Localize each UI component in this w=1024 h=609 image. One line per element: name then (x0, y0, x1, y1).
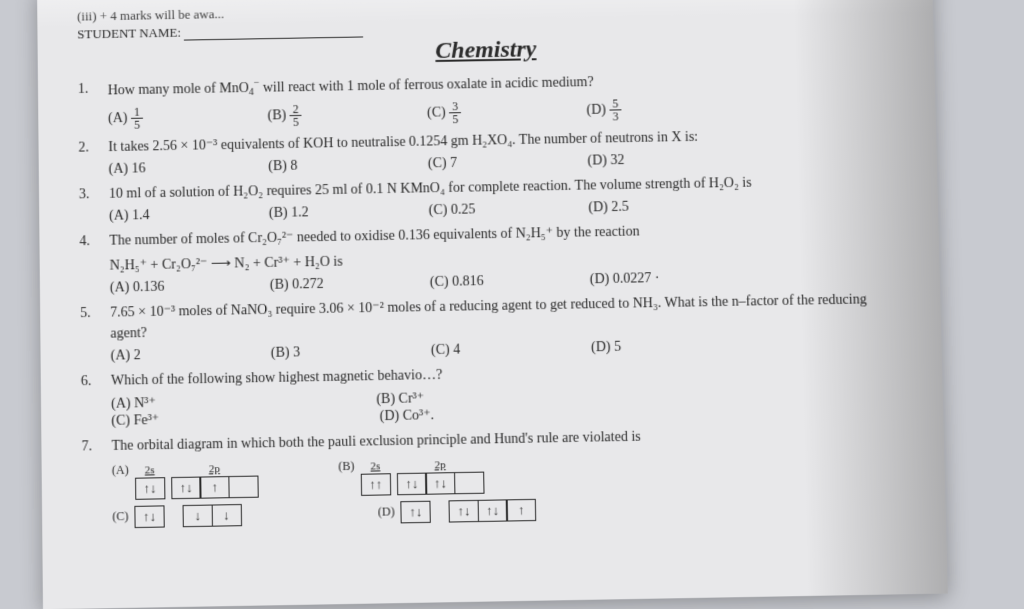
q7-labelA: (A) (112, 463, 129, 478)
q2-optB: (B) 8 (268, 158, 368, 176)
orbital-box: ↑↓ (397, 473, 427, 496)
orbital-box: ↑↓ (425, 473, 455, 496)
q7-text: The orbital diagram in which both the pa… (112, 430, 641, 454)
exam-page: (iii) + 4 marks will be awa... STUDENT N… (37, 0, 948, 609)
q7-orbitals-row1: (A) 2s ↑↓ 2p ↑↓ ↑ (B) 2s ↑↑ 2p (112, 450, 905, 501)
q5-text: 7.65 × 10⁻³ moles of NaNO₃ require 3.06 … (110, 293, 867, 342)
q7-A-2s: 2s ↑↓ (135, 465, 166, 501)
q7-optC: (C) ↑↓ ↓ ↓ (112, 504, 241, 528)
q6-optD: (D) Co³⁺. (380, 408, 435, 426)
q3-optC: (C) 0.25 (429, 202, 529, 220)
orbital-box: ↑↓ (477, 500, 507, 523)
q7-num: 7. (81, 436, 106, 458)
q1-optD: (D) 53 (586, 97, 686, 124)
q7-B-2p: 2p ↑↓ ↑↓ (396, 459, 484, 496)
q3-optA: (A) 1.4 (109, 208, 209, 226)
q7-B-2s: 2s ↑↑ (360, 461, 391, 497)
orbital-box: ↓ (211, 504, 241, 527)
orbital-box: ↑↑ (360, 474, 390, 497)
q4-num: 4. (79, 231, 104, 252)
q1-optA-d: 5 (131, 119, 143, 131)
q1-optB-lbl: (B) (267, 108, 286, 123)
orbital-2p-label: 2p (209, 464, 220, 476)
q4-optB: (B) 0.272 (270, 277, 370, 295)
q7-optA: (A) 2s ↑↓ 2p ↑↓ ↑ (112, 461, 259, 501)
q1-optD-d: 3 (609, 111, 621, 123)
q6-optA: (A) N³⁺ (111, 395, 156, 413)
q1-optA: (A) 15 (108, 105, 208, 132)
q2-optD: (D) 32 (587, 152, 687, 170)
orbital-box: ↑ (199, 477, 229, 500)
q1-num: 1. (78, 79, 103, 100)
orbital-box: ↑↓ (134, 506, 164, 529)
q7-labelD: (D) (378, 505, 395, 520)
q1-optB: (B) 25 (267, 102, 367, 129)
q6-optC: (C) Fe³⁺ (111, 412, 159, 430)
orbital-box: ↑↓ (449, 500, 479, 523)
q1-optC-d: 5 (449, 114, 461, 126)
q4-optA: (A) 0.136 (110, 279, 210, 297)
q1-optA-lbl: (A) (108, 111, 128, 126)
q1-text-a: How many mole of MnO (108, 81, 249, 98)
q5-optA: (A) 2 (111, 347, 211, 365)
q1-optB-d: 5 (290, 116, 302, 128)
q1-text-b: will react with 1 mole of ferrous oxalat… (263, 75, 594, 96)
q7-labelB: (B) (338, 459, 354, 474)
q1-optC-lbl: (C) (427, 106, 446, 121)
q7-optB: (B) 2s ↑↑ 2p ↑↓ ↑↓ (338, 457, 484, 497)
q7-A-2p: 2p ↑↓ ↑ (171, 463, 259, 500)
q4-optD: (D) 0.0227 · (590, 271, 690, 289)
orbital-box (454, 472, 484, 495)
q7-optD: (D) ↑↓ ↑↓ ↑↓ ↑ (378, 499, 537, 524)
orbital-box: ↓ (183, 505, 213, 528)
q1-sup: − (254, 78, 260, 89)
name-label: STUDENT NAME: (77, 25, 181, 42)
q5-optC: (C) 4 (431, 342, 531, 360)
q5-optD: (D) 5 (591, 339, 691, 357)
orbital-box: ↑ (506, 499, 537, 522)
q1-sub: 4 (249, 87, 254, 98)
q2-optC: (C) 7 (428, 155, 528, 173)
q6-num: 6. (81, 371, 106, 392)
q3-num: 3. (79, 184, 104, 205)
q3-optD: (D) 2.5 (588, 199, 688, 217)
q2-text: It takes 2.56 × 10⁻³ equivalents of KOH … (108, 130, 698, 155)
orbital-2s-label: 2s (370, 461, 380, 473)
q1-optD-lbl: (D) (586, 103, 606, 118)
q4-text: The number of moles of Cr₂O₇²⁻ needed to… (109, 225, 639, 249)
q2-num: 2. (78, 138, 103, 159)
q2-optA: (A) 16 (109, 161, 209, 179)
orbital-box (228, 476, 258, 499)
q3-text: 10 ml of a solution of H₂O₂ requires 25 … (109, 176, 752, 202)
q6-text: Which of the following show highest magn… (111, 368, 443, 389)
orbital-2s-label: 2s (145, 465, 155, 477)
q6-optB: (B) Cr³⁺ (376, 391, 424, 409)
q1-optC: (C) 35 (427, 100, 527, 127)
q3-optB: (B) 1.2 (269, 205, 369, 223)
orbital-box: ↑↓ (401, 501, 431, 524)
q5-num: 5. (80, 303, 105, 324)
orbital-box: ↑↓ (171, 477, 201, 500)
q5-optB: (B) 3 (271, 345, 371, 363)
q7-labelC: (C) (112, 509, 128, 524)
orbital-2p-label: 2p (434, 460, 445, 472)
orbital-box: ↑↓ (135, 478, 165, 501)
q4-optC: (C) 0.816 (430, 274, 530, 292)
